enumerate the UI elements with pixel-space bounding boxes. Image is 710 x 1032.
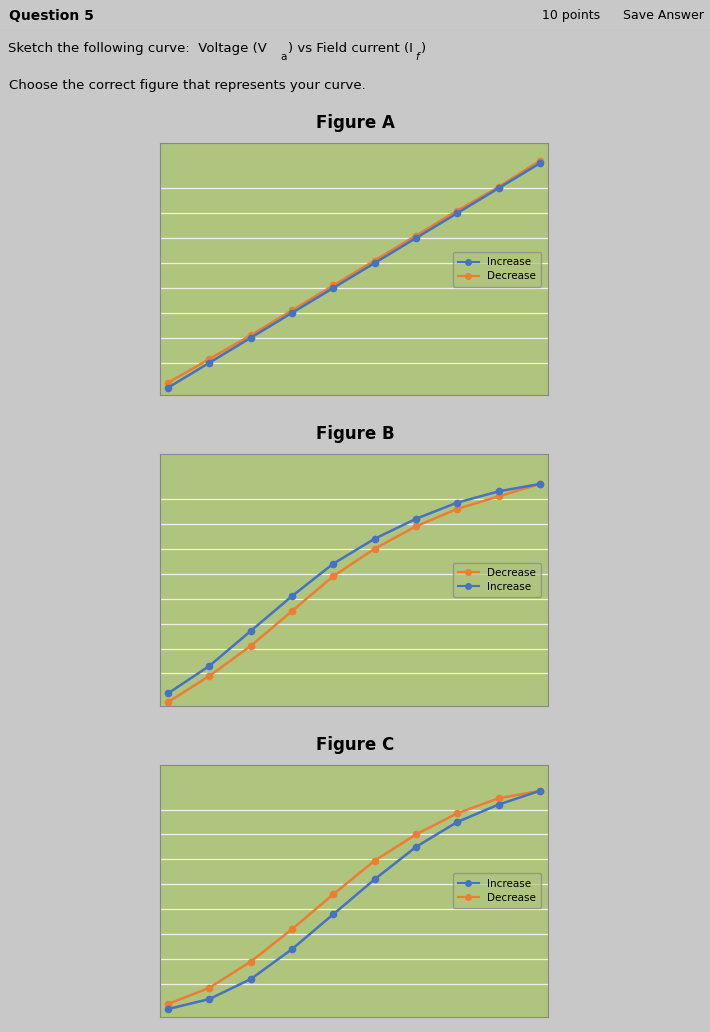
Text: Save Answer: Save Answer <box>623 9 704 22</box>
Text: ) vs Field current (I: ) vs Field current (I <box>288 41 413 55</box>
Text: f: f <box>415 52 419 62</box>
Text: 10 points: 10 points <box>542 9 601 22</box>
Text: Question 5: Question 5 <box>9 8 94 23</box>
Text: a: a <box>280 52 286 62</box>
Text: Figure A: Figure A <box>315 115 395 132</box>
Text: Choose the correct figure that represents your curve.: Choose the correct figure that represent… <box>9 79 365 92</box>
Legend: Increase, Decrease: Increase, Decrease <box>452 873 541 908</box>
Text: Sketch the following curve:  Voltage (V: Sketch the following curve: Voltage (V <box>8 41 267 55</box>
Text: Figure B: Figure B <box>316 425 394 443</box>
Legend: Increase, Decrease: Increase, Decrease <box>452 252 541 287</box>
Text: Figure C: Figure C <box>316 736 394 753</box>
Text: ): ) <box>421 41 426 55</box>
Legend: Decrease, Increase: Decrease, Increase <box>452 562 541 598</box>
